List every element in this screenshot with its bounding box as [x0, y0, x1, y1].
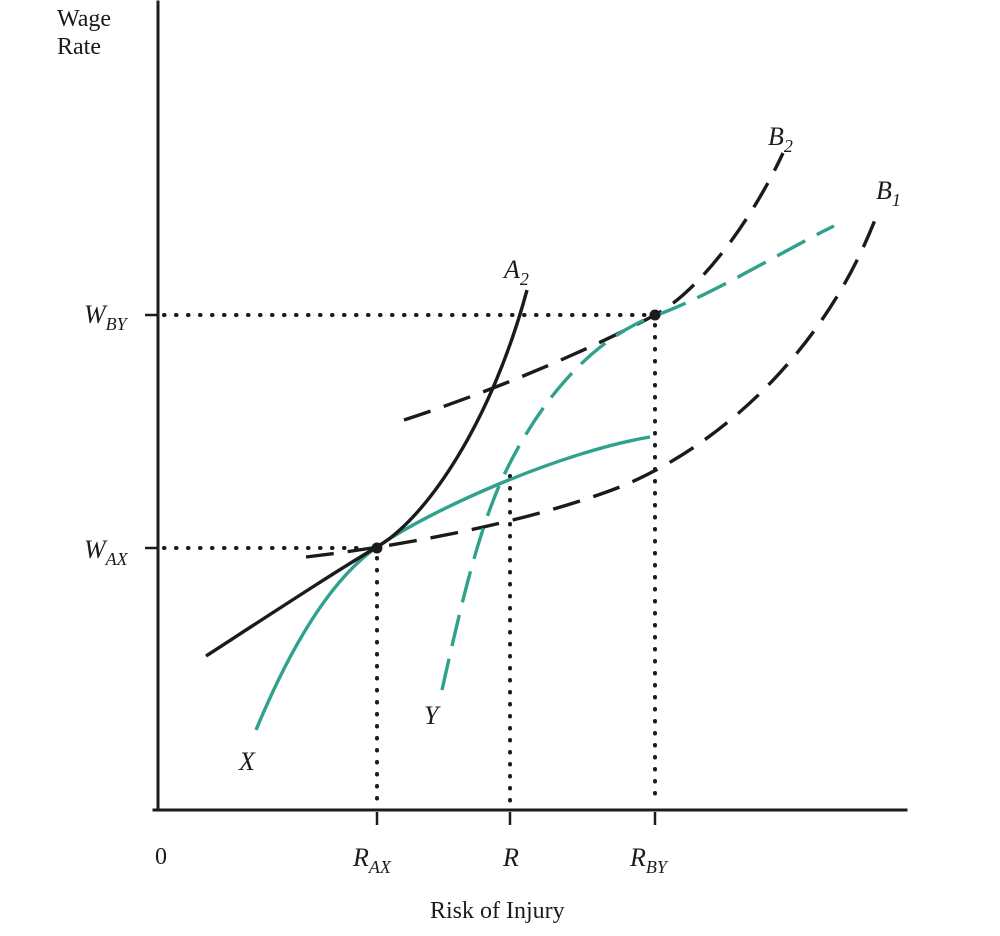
- y-axis-title-line2: Rate: [57, 34, 101, 60]
- curve-label-x: X: [238, 747, 256, 776]
- tick-label-rby: RBY: [629, 843, 669, 877]
- curve-label-b1: B1: [876, 176, 901, 210]
- curve-label-y: Y: [424, 701, 441, 730]
- point-tangency-ax: [371, 542, 383, 554]
- curve-A2: [205, 289, 529, 658]
- origin-label: 0: [155, 844, 167, 870]
- curve-B2: [403, 152, 785, 422]
- tick-label-rax: RAX: [352, 843, 392, 877]
- axis-ticks: [145, 313, 657, 825]
- point-tangency-by: [649, 309, 661, 321]
- x-axis-title: Risk of Injury: [430, 898, 565, 924]
- curve-X: [254, 435, 651, 731]
- tick-label-wby: WBY: [84, 300, 129, 334]
- curve-Y: [440, 224, 835, 691]
- curve-label-b2: B2: [768, 122, 793, 156]
- tick-label-wax: WAX: [84, 535, 129, 569]
- curve-label-a2: A2: [502, 255, 529, 289]
- y-axis-title-line1: Wage: [57, 6, 111, 32]
- tick-label-r: R: [502, 843, 519, 872]
- curve-B1: [305, 211, 880, 559]
